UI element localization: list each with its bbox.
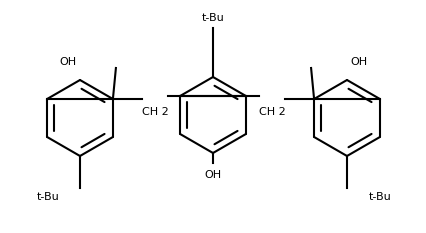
Text: CH 2: CH 2 (141, 107, 168, 117)
Text: CH 2: CH 2 (258, 107, 285, 117)
Text: t-Bu: t-Bu (368, 192, 391, 202)
Text: OH: OH (59, 57, 76, 67)
Text: OH: OH (350, 57, 367, 67)
Text: OH: OH (204, 170, 221, 180)
Text: t-Bu: t-Bu (201, 13, 224, 23)
Text: t-Bu: t-Bu (37, 192, 59, 202)
